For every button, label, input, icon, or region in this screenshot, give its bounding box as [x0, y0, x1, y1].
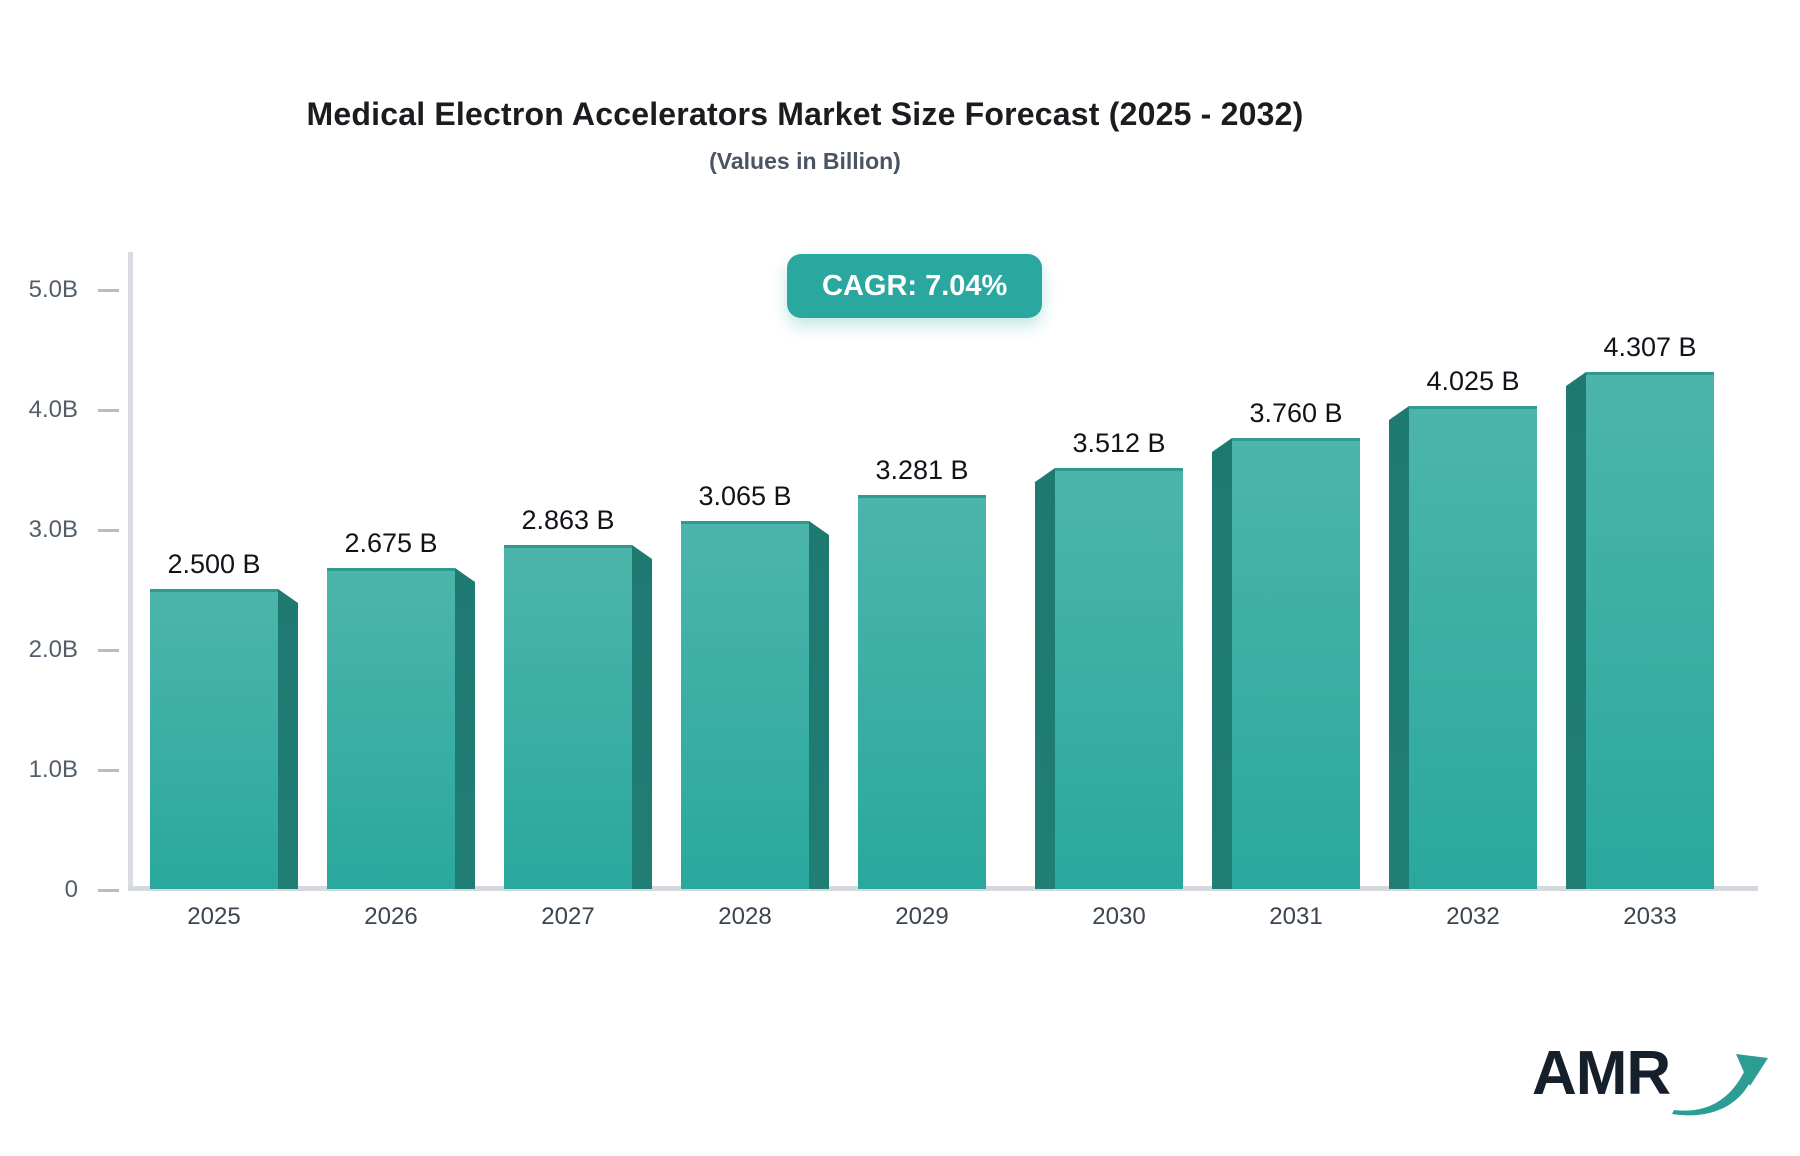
bar-value-label: 3.065 B [698, 481, 792, 511]
bar-side-face [1389, 406, 1409, 889]
x-axis-label: 2033 [1623, 903, 1677, 930]
bar-value-label: 4.307 B [1603, 332, 1697, 362]
bar-face [504, 545, 632, 889]
x-axis-label: 2030 [1092, 903, 1146, 930]
chart-title: Medical Electron Accelerators Market Siz… [306, 96, 1304, 132]
bar-value-label: 2.500 B [167, 549, 261, 579]
y-axis-tick-mark [98, 409, 119, 412]
logo-growth-arrow-icon [1672, 1054, 1768, 1116]
y-axis-tick-label: 3.0B [28, 516, 78, 543]
y-axis-tick-mark [98, 289, 119, 292]
y-axis-tick-label: 0 [64, 876, 78, 903]
bar-group-2033 [1566, 372, 1714, 889]
bar-side-face [278, 589, 298, 889]
chart-subtitle: (Values in Billion) [709, 148, 901, 174]
y-axis-tick-mark [98, 649, 119, 652]
bar-side-face [809, 521, 829, 889]
x-axis-label: 2031 [1269, 903, 1323, 930]
bar-value-label: 2.863 B [521, 505, 615, 535]
bar-group-2029 [858, 495, 986, 889]
bar-side-face [1212, 438, 1232, 889]
bar-group-2030 [1035, 468, 1183, 889]
bar-face [327, 568, 455, 889]
bar-side-face [455, 568, 475, 889]
bar-face [1586, 372, 1714, 889]
bar-side-face [632, 545, 652, 889]
bar-group-2031 [1212, 438, 1360, 889]
bar-group-2028 [681, 521, 829, 889]
y-axis-tick-mark [98, 769, 119, 772]
bar-value-label: 3.281 B [875, 455, 969, 485]
y-axis-tick-label: 5.0B [28, 276, 78, 303]
cagr-badge: CAGR: 7.04% [787, 254, 1043, 318]
x-axis-label: 2028 [718, 903, 772, 930]
bar-face [681, 521, 809, 889]
y-axis-tick-mark [98, 529, 119, 532]
bar-side-face [1035, 468, 1055, 889]
y-axis-tick-mark [98, 889, 119, 892]
x-axis-label: 2026 [364, 903, 418, 930]
bar-group-2025 [150, 589, 298, 889]
y-axis-tick-label: 4.0B [28, 396, 78, 423]
y-axis-line [128, 252, 133, 890]
bar-face [1232, 438, 1360, 889]
bar-face [1409, 406, 1537, 889]
amr-logo: AMR [1532, 1032, 1772, 1122]
amr-logo-text: AMR [1532, 1039, 1671, 1108]
x-axis-label: 2029 [895, 903, 949, 930]
bar-side-face [1566, 372, 1586, 889]
bar-group-2032 [1389, 406, 1537, 889]
y-axis-tick-label: 1.0B [28, 756, 78, 783]
bar-value-label: 3.512 B [1072, 428, 1166, 458]
bar-group-2026 [327, 568, 475, 889]
y-axis-tick-label: 2.0B [28, 636, 78, 663]
bar-value-label: 4.025 B [1426, 366, 1520, 396]
x-axis-label: 2027 [541, 903, 595, 930]
bar-face [858, 495, 986, 889]
bar-face [150, 589, 278, 889]
bar-group-2027 [504, 545, 652, 889]
bar-face [1055, 468, 1183, 889]
x-axis-label: 2025 [187, 903, 241, 930]
x-axis-label: 2032 [1446, 903, 1500, 930]
bar-value-label: 3.760 B [1249, 398, 1343, 428]
bar-value-label: 2.675 B [344, 528, 438, 558]
